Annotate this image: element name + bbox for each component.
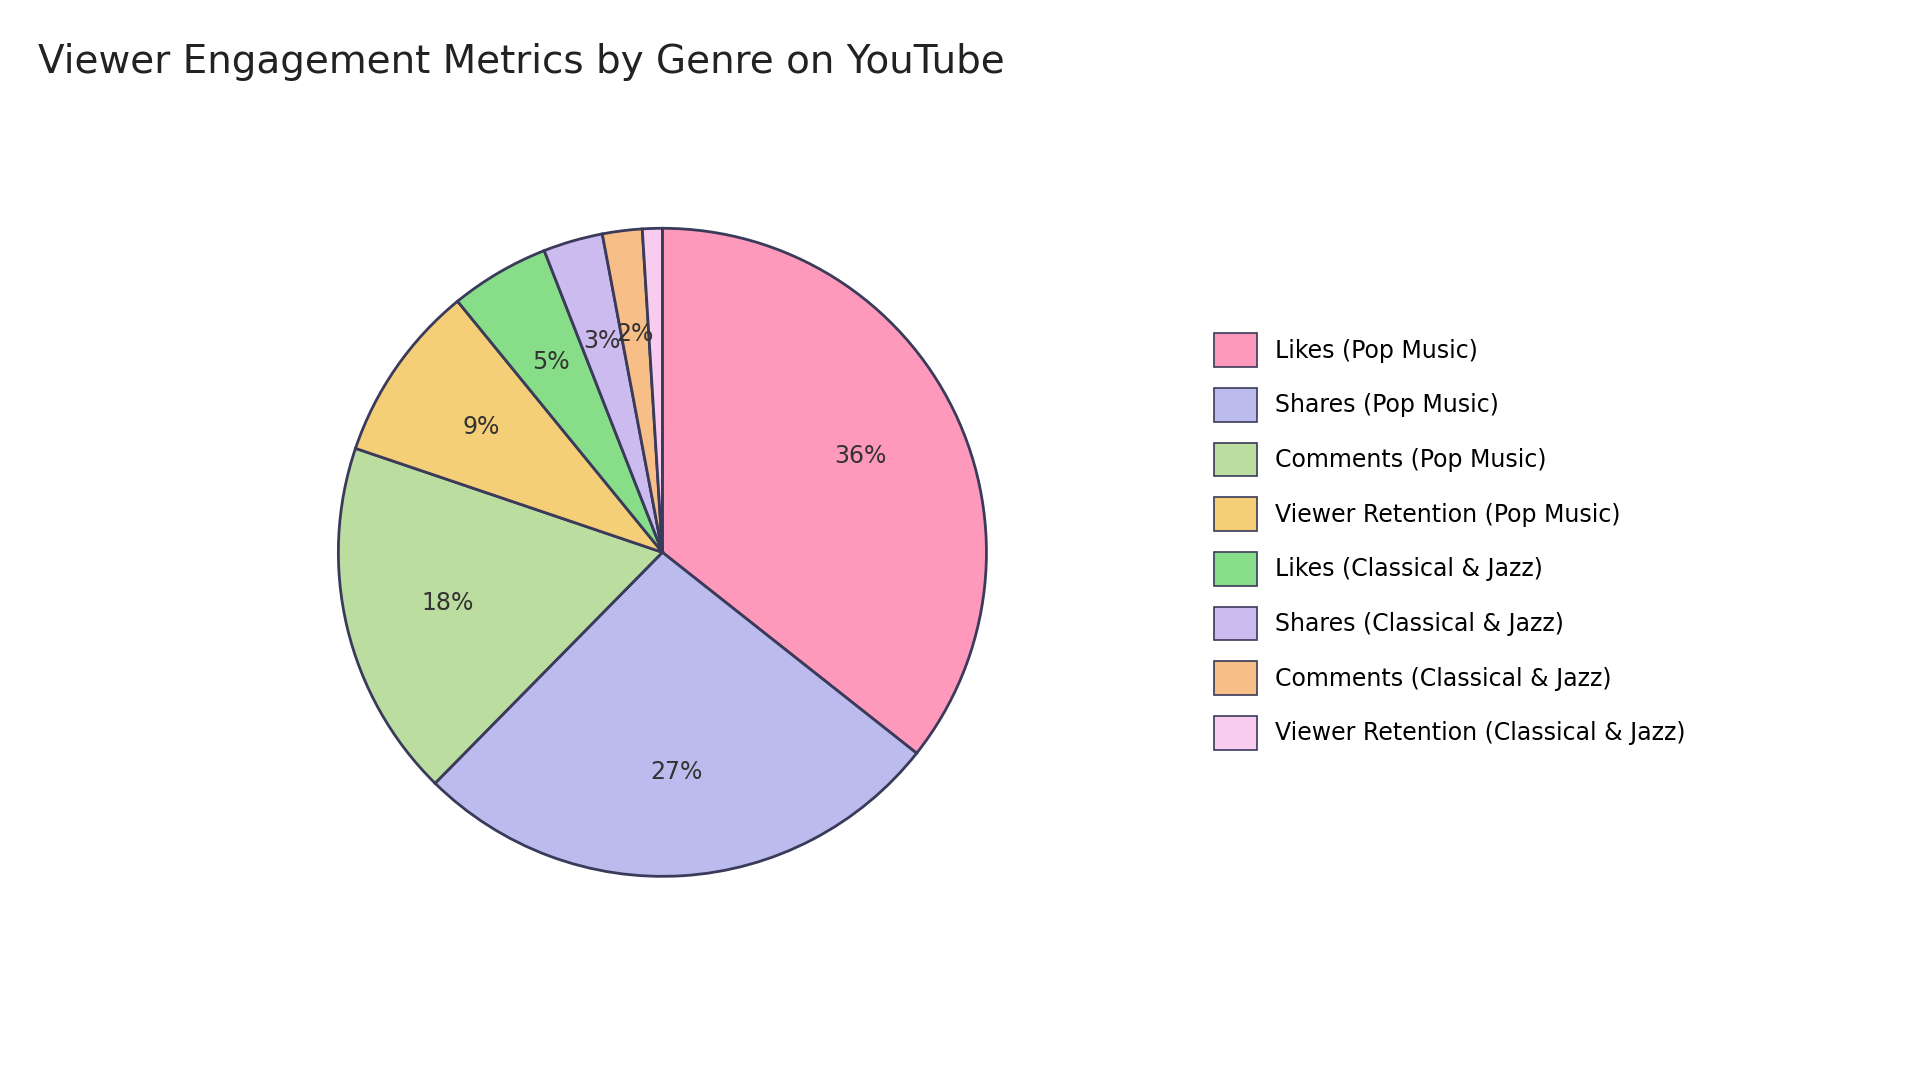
Text: 9%: 9%: [463, 415, 499, 439]
Wedge shape: [543, 234, 662, 552]
Wedge shape: [603, 229, 662, 552]
Wedge shape: [436, 552, 916, 876]
Text: 18%: 18%: [422, 591, 474, 615]
Text: 2%: 2%: [616, 322, 653, 345]
Wedge shape: [355, 301, 662, 552]
Wedge shape: [457, 250, 662, 552]
Text: 36%: 36%: [835, 444, 887, 468]
Wedge shape: [662, 229, 987, 754]
Wedge shape: [643, 229, 662, 552]
Text: Viewer Engagement Metrics by Genre on YouTube: Viewer Engagement Metrics by Genre on Yo…: [38, 43, 1006, 81]
Text: 3%: 3%: [584, 328, 620, 353]
Text: 27%: 27%: [649, 760, 703, 784]
Text: 5%: 5%: [532, 350, 570, 374]
Legend: Likes (Pop Music), Shares (Pop Music), Comments (Pop Music), Viewer Retention (P: Likes (Pop Music), Shares (Pop Music), C…: [1202, 322, 1697, 761]
Wedge shape: [338, 448, 662, 783]
